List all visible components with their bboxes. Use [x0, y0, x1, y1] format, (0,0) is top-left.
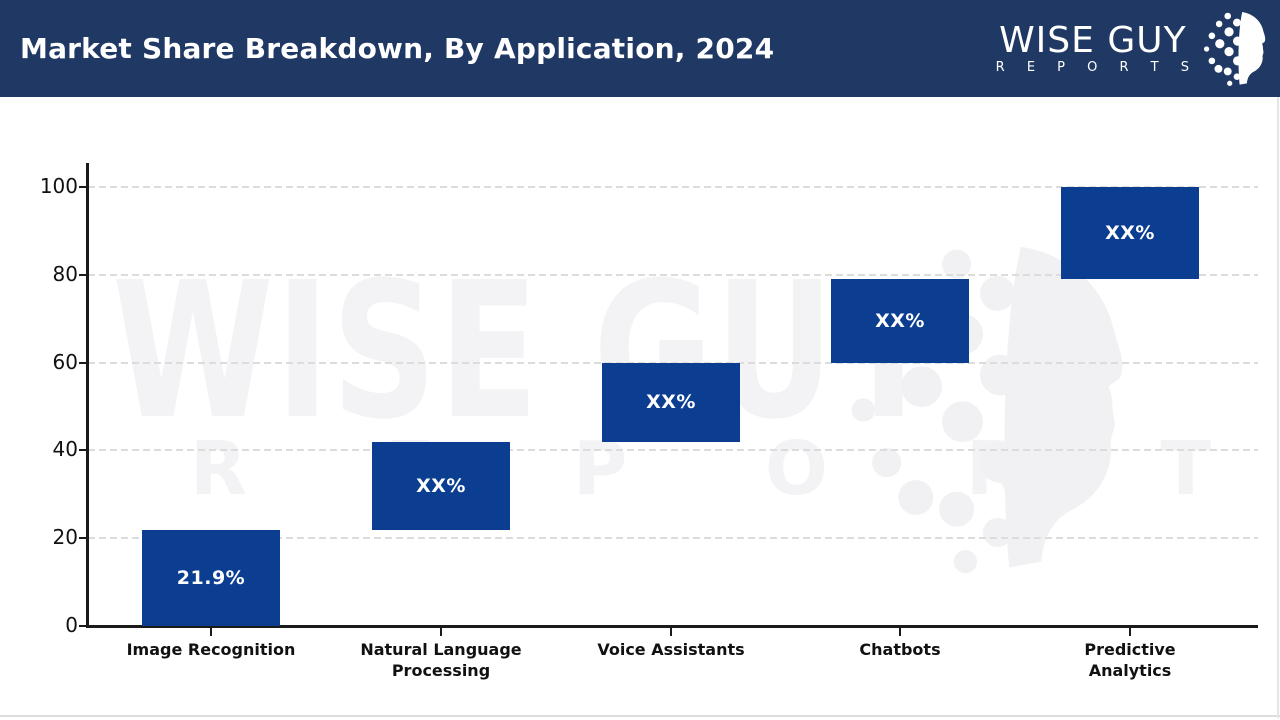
bar-segment-3: XX%: [602, 362, 740, 442]
bar-value-label: XX%: [416, 474, 466, 497]
x-axis-line: [86, 625, 1258, 628]
y-tick-mark: [79, 449, 88, 452]
y-tick-label: 100: [39, 174, 78, 198]
x-category-label: Natural Language Processing: [360, 640, 522, 680]
x-category-label: Predictive Analytics: [1084, 640, 1176, 680]
bar-value-label: XX%: [875, 309, 925, 332]
x-tick-mark: [210, 628, 212, 636]
header-bar: Market Share Breakdown, By Application, …: [0, 0, 1280, 97]
y-tick-mark: [79, 273, 88, 276]
y-tick-mark: [79, 625, 88, 627]
y-axis-line: [86, 163, 89, 628]
gridline-100: [88, 186, 1258, 188]
bar-value-label: XX%: [1105, 222, 1155, 245]
bar-segment-5: XX%: [1061, 187, 1199, 280]
watermark-name-text: WISE GUY: [112, 242, 944, 461]
bar-segment-2: XX%: [372, 441, 510, 530]
x-tick-mark: [670, 628, 672, 636]
logo-text: WISE GUY R E P O R T S: [988, 22, 1198, 75]
y-tick-mark: [79, 537, 88, 540]
x-category-label: Voice Assistants: [597, 640, 745, 659]
bar-value-label: 21.9%: [176, 566, 246, 589]
gridline-80: [88, 273, 1258, 276]
page-bottom-divider: [0, 715, 1280, 717]
x-tick-mark: [440, 628, 442, 636]
gridline-40: [88, 449, 1258, 452]
x-tick-mark: [899, 628, 901, 636]
y-tick-label: 20: [52, 525, 78, 550]
logo-name-text: WISE GUY: [999, 20, 1187, 62]
y-tick-label: 0: [65, 613, 78, 637]
y-tick-mark: [79, 361, 88, 364]
bar-segment-1: 21.9%: [142, 529, 280, 626]
x-category-label: Chatbots: [859, 640, 941, 659]
gridline-20: [88, 537, 1258, 540]
y-tick-label: 40: [52, 437, 78, 462]
page-right-divider: [1277, 97, 1279, 718]
page-title: Market Share Breakdown, By Application, …: [20, 32, 775, 65]
x-tick-mark: [1129, 628, 1131, 636]
wiseguy-face-icon: [1203, 11, 1266, 86]
y-tick-mark: [79, 186, 88, 188]
x-category-label: Image Recognition: [126, 640, 296, 659]
logo-reports-text: R E P O R T S: [995, 59, 1198, 75]
wiseguy-logo: WISE GUY R E P O R T S: [988, 8, 1266, 90]
bar-value-label: XX%: [646, 391, 696, 414]
y-tick-label: 80: [52, 261, 78, 286]
bar-segment-4: XX%: [831, 279, 969, 363]
y-tick-label: 60: [52, 349, 78, 374]
